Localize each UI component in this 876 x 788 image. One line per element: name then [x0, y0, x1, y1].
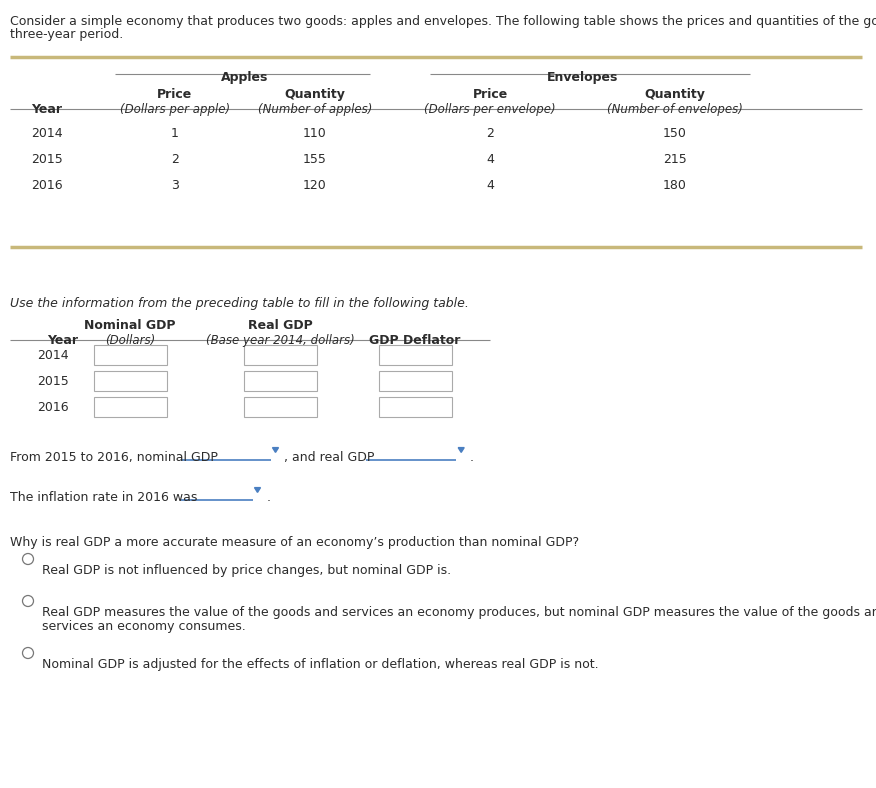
- Text: services an economy consumes.: services an economy consumes.: [42, 620, 246, 633]
- Text: Price: Price: [158, 88, 193, 101]
- Text: 2: 2: [171, 153, 179, 166]
- Text: (Number of envelopes): (Number of envelopes): [607, 103, 743, 116]
- Text: Why is real GDP a more accurate measure of an economy’s production than nominal : Why is real GDP a more accurate measure …: [10, 536, 579, 549]
- Text: 3: 3: [171, 179, 179, 192]
- Text: 2: 2: [486, 127, 494, 140]
- Text: (Dollars per apple): (Dollars per apple): [120, 103, 230, 116]
- Text: 4: 4: [486, 153, 494, 166]
- Text: 4: 4: [486, 179, 494, 192]
- Text: Nominal GDP: Nominal GDP: [84, 319, 176, 332]
- Text: 2014: 2014: [37, 349, 68, 362]
- Text: 120: 120: [303, 179, 327, 192]
- Text: 155: 155: [303, 153, 327, 166]
- Text: Consider a simple economy that produces two goods: apples and envelopes. The fol: Consider a simple economy that produces …: [10, 15, 876, 28]
- Text: 2016: 2016: [32, 179, 63, 192]
- Text: 215: 215: [663, 153, 687, 166]
- Text: From 2015 to 2016, nominal GDP: From 2015 to 2016, nominal GDP: [10, 451, 218, 464]
- Text: (Dollars): (Dollars): [105, 334, 155, 347]
- Polygon shape: [272, 448, 279, 452]
- Polygon shape: [255, 488, 260, 492]
- Text: Quantity: Quantity: [285, 88, 345, 101]
- Text: Year: Year: [32, 103, 62, 116]
- Text: .: .: [266, 491, 271, 504]
- Text: GDP Deflator: GDP Deflator: [370, 334, 461, 347]
- Text: 150: 150: [663, 127, 687, 140]
- Text: 2015: 2015: [32, 153, 63, 166]
- Bar: [94, 397, 167, 417]
- Text: Use the information from the preceding table to fill in the following table.: Use the information from the preceding t…: [10, 297, 469, 310]
- Text: Nominal GDP is adjusted for the effects of inflation or deflation, whereas real : Nominal GDP is adjusted for the effects …: [42, 658, 598, 671]
- Text: .: .: [470, 451, 473, 464]
- Text: (Dollars per envelope): (Dollars per envelope): [424, 103, 555, 116]
- Text: Price: Price: [472, 88, 507, 101]
- Text: Real GDP: Real GDP: [248, 319, 313, 332]
- Bar: [94, 371, 167, 391]
- Bar: [379, 371, 452, 391]
- Text: 110: 110: [303, 127, 327, 140]
- Bar: [244, 371, 317, 391]
- Text: three-year period.: three-year period.: [10, 28, 124, 41]
- Text: Envelopes: Envelopes: [547, 71, 618, 84]
- Text: 180: 180: [663, 179, 687, 192]
- Text: Year: Year: [47, 334, 78, 347]
- Text: 2016: 2016: [37, 401, 68, 414]
- Text: (Number of apples): (Number of apples): [258, 103, 372, 116]
- Text: The inflation rate in 2016 was: The inflation rate in 2016 was: [10, 491, 197, 504]
- Bar: [379, 345, 452, 365]
- Text: Real GDP measures the value of the goods and services an economy produces, but n: Real GDP measures the value of the goods…: [42, 606, 876, 619]
- Polygon shape: [458, 448, 464, 452]
- Bar: [94, 345, 167, 365]
- Bar: [244, 345, 317, 365]
- Text: Real GDP is not influenced by price changes, but nominal GDP is.: Real GDP is not influenced by price chan…: [42, 564, 451, 577]
- Bar: [244, 397, 317, 417]
- Bar: [379, 397, 452, 417]
- Text: 1: 1: [171, 127, 179, 140]
- Text: 2015: 2015: [37, 375, 68, 388]
- Text: 2014: 2014: [32, 127, 63, 140]
- Text: Apples: Apples: [222, 71, 269, 84]
- Text: Quantity: Quantity: [645, 88, 705, 101]
- Text: (Base year 2014, dollars): (Base year 2014, dollars): [206, 334, 355, 347]
- Text: , and real GDP: , and real GDP: [285, 451, 375, 464]
